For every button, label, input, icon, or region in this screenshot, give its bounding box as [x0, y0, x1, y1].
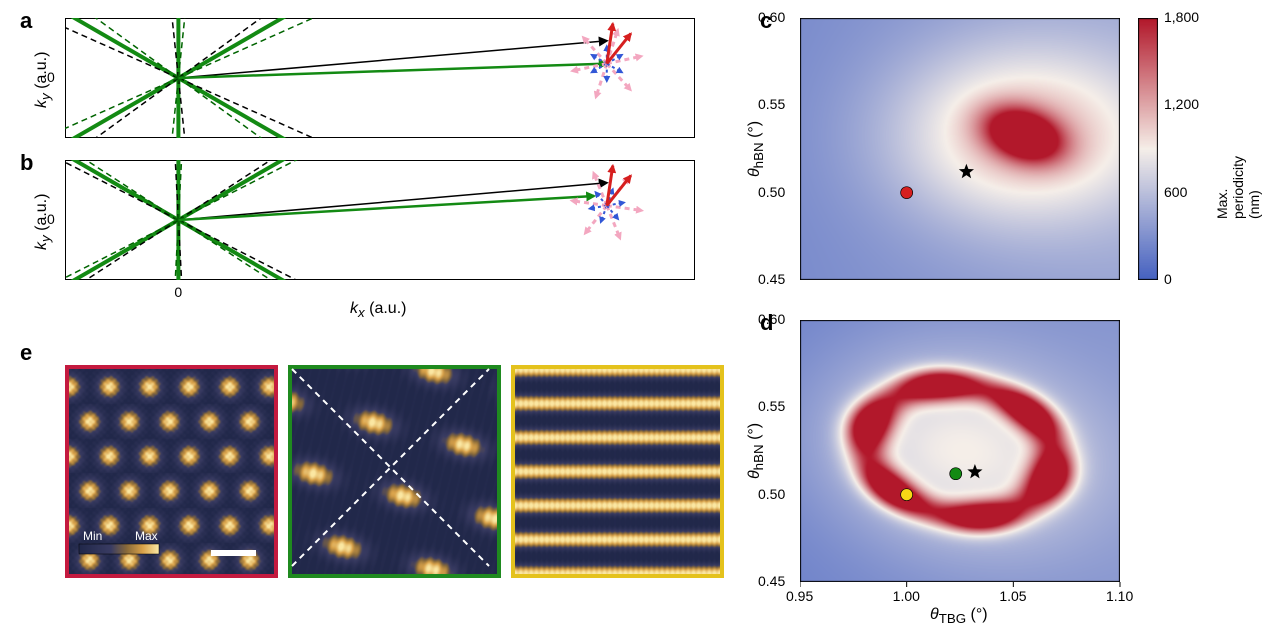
panel-label-b: b — [20, 150, 33, 176]
star-marker — [959, 164, 974, 179]
panel-a-plot — [65, 18, 695, 138]
kx-tick-0: 0 — [174, 284, 182, 300]
panel-d-yellow-dot — [901, 489, 913, 501]
panel-c-ytick: 0.45 — [758, 271, 785, 287]
panel-d-ytick: 0.45 — [758, 573, 785, 589]
panel-b-plot — [65, 160, 695, 280]
panel-d-xlabel: θTBG (°) — [930, 606, 988, 626]
panel-e-min-label: Min — [83, 529, 102, 543]
panel-c-red-dot — [901, 187, 913, 199]
panel-d-green-dot — [950, 468, 962, 480]
ky-tick-0: 0 — [47, 211, 55, 227]
panel-d-ytick: 0.50 — [758, 486, 785, 502]
panel-d-xtick: 0.95 — [786, 588, 813, 604]
star-marker — [967, 464, 982, 478]
panel-label-e: e — [20, 340, 32, 366]
ky-tick-0: 0 — [47, 69, 55, 85]
panel-d-ytick: 0.55 — [758, 398, 785, 414]
colorbar — [1138, 18, 1158, 280]
panel-e-overlay: Min Max — [65, 365, 726, 580]
panel-c-ytick: 0.50 — [758, 184, 785, 200]
scalebar — [211, 550, 256, 556]
colorbar-tick: 600 — [1164, 184, 1187, 200]
panel-d-xtick: 1.10 — [1106, 588, 1133, 604]
panel-d-markers — [800, 320, 1180, 622]
panel-c-ylabel: θhBN (°) — [746, 121, 766, 177]
panel-e-max-label: Max — [135, 529, 158, 543]
panel-c-ytick: 0.55 — [758, 96, 785, 112]
panel-c-ytick: 0.60 — [758, 9, 785, 25]
figure-root: a b c d e kx (a.u.) ky (a.u.) ky (a.u.) … — [0, 0, 1269, 640]
panel-d-ylabel: θhBN (°) — [746, 423, 766, 479]
colorbar-tick: 0 — [1164, 271, 1172, 287]
panel-d-xtick: 1.00 — [893, 588, 920, 604]
panel-d-ytick: 0.60 — [758, 311, 785, 327]
panel-label-a: a — [20, 8, 32, 34]
colorbar-title: Max. periodicity (nm) — [1214, 156, 1262, 219]
kx-axis-label: kx (a.u.) — [350, 300, 406, 320]
colorbar-tick: 1,200 — [1164, 96, 1199, 112]
panel-c-markers — [800, 18, 1180, 300]
colorbar-tick: 1,800 — [1164, 9, 1199, 25]
panel-d-xtick: 1.05 — [999, 588, 1026, 604]
